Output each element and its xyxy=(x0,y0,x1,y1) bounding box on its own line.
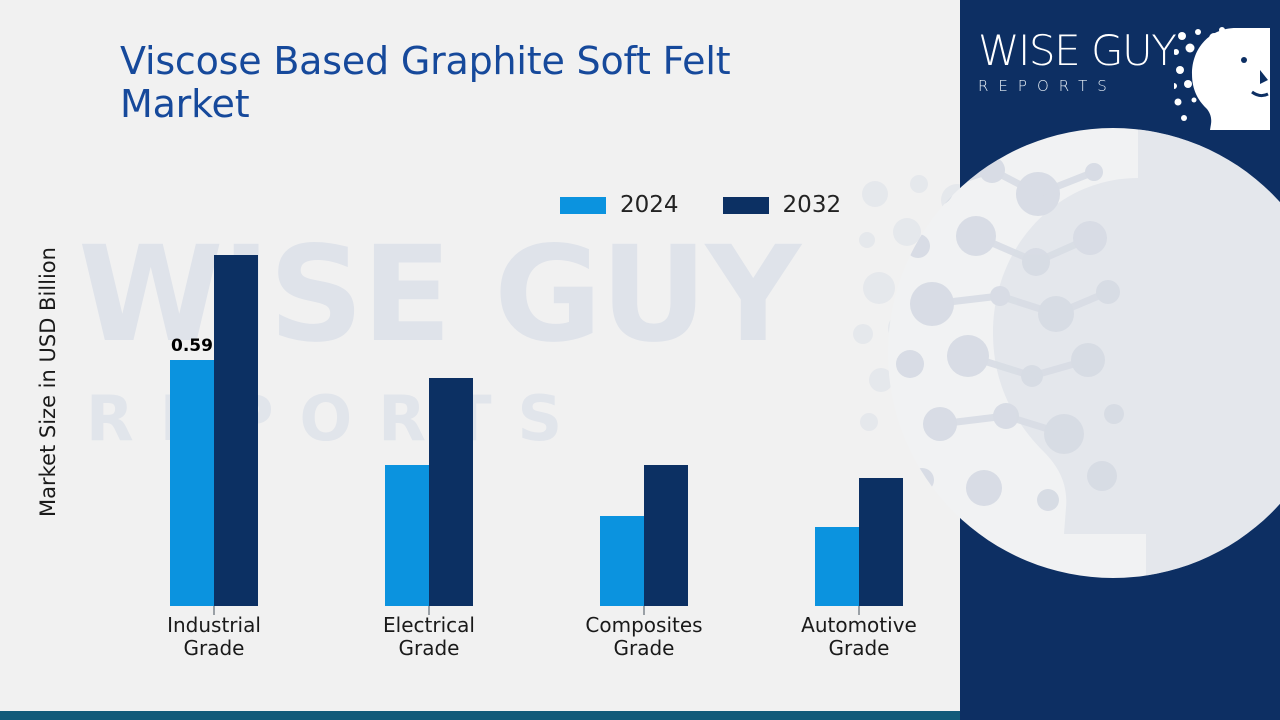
plot-area: 0.59 Industrial Grade Electrical Grad xyxy=(96,200,946,660)
chart-legend: 2024 2032 xyxy=(560,192,841,218)
chart-panel: WISE GUY REPORTS Viscose Based Graphite … xyxy=(0,39,960,720)
bar-2032-industrial-grade[interactable] xyxy=(214,255,258,606)
legend-label-2032: 2032 xyxy=(782,192,842,218)
legend-label-2024: 2024 xyxy=(620,192,679,218)
bar-group-automotive-grade: Automotive Grade xyxy=(801,200,917,660)
x-label-line1: Automotive xyxy=(801,613,917,637)
x-label-line2: Grade xyxy=(398,636,460,661)
bar-2032-electrical-grade[interactable] xyxy=(429,378,473,606)
bottom-accent-strip xyxy=(0,711,960,720)
x-label-line2: Grade xyxy=(828,636,890,661)
page-title: Viscose Based Graphite Soft Felt Market xyxy=(120,39,731,126)
legend-swatch-2032 xyxy=(722,196,769,214)
bar-2032-automotive-grade[interactable] xyxy=(859,478,903,606)
dotted-head-profile-icon xyxy=(1174,27,1270,130)
brand-logo[interactable]: WISE GUY REPORTS xyxy=(978,26,1270,130)
bar-2024-composites-grade[interactable] xyxy=(600,516,644,606)
x-label-composites-grade: Composites Grade xyxy=(560,613,728,661)
x-tick-composites-grade xyxy=(643,606,645,615)
brand-name-primary: WISE GUY xyxy=(978,26,1177,75)
legend-swatch-2024 xyxy=(560,196,606,214)
bar-group-composites-grade: Composites Grade xyxy=(585,200,703,660)
x-label-line2: Grade xyxy=(183,636,245,661)
x-tick-industrial-grade xyxy=(213,606,215,615)
bar-value-label-industrial-grade-2024: 0.59 xyxy=(171,336,213,356)
x-label-automotive-grade: Automotive Grade xyxy=(775,613,943,661)
legend-item-2032[interactable]: 2032 xyxy=(722,192,842,218)
bar-2024-automotive-grade[interactable] xyxy=(815,527,859,606)
bar-2032-composites-grade[interactable] xyxy=(644,465,688,606)
bar-2024-industrial-grade[interactable]: 0.59 xyxy=(170,336,214,606)
x-label-line1: Electrical xyxy=(383,613,475,637)
y-axis-title: Market Size in USD Billion xyxy=(36,247,60,517)
bar-group-electrical-grade: Electrical Grade xyxy=(383,200,475,660)
x-tick-electrical-grade xyxy=(428,606,430,615)
x-tick-automotive-grade xyxy=(858,606,860,615)
bar-2024-electrical-grade[interactable] xyxy=(385,465,429,606)
brain-network-head-icon xyxy=(896,128,1280,578)
legend-item-2024[interactable]: 2024 xyxy=(560,192,679,218)
x-label-line1: Industrial xyxy=(167,613,261,637)
brand-name-secondary: REPORTS xyxy=(978,77,1117,95)
bar-group-industrial-grade: 0.59 Industrial Grade xyxy=(167,200,261,660)
x-label-line2: Grade xyxy=(613,636,675,661)
hero-circle-graphic xyxy=(888,128,1280,578)
x-label-industrial-grade: Industrial Grade xyxy=(130,613,298,661)
x-label-line1: Composites xyxy=(585,613,703,637)
x-label-electrical-grade: Electrical Grade xyxy=(345,613,513,661)
